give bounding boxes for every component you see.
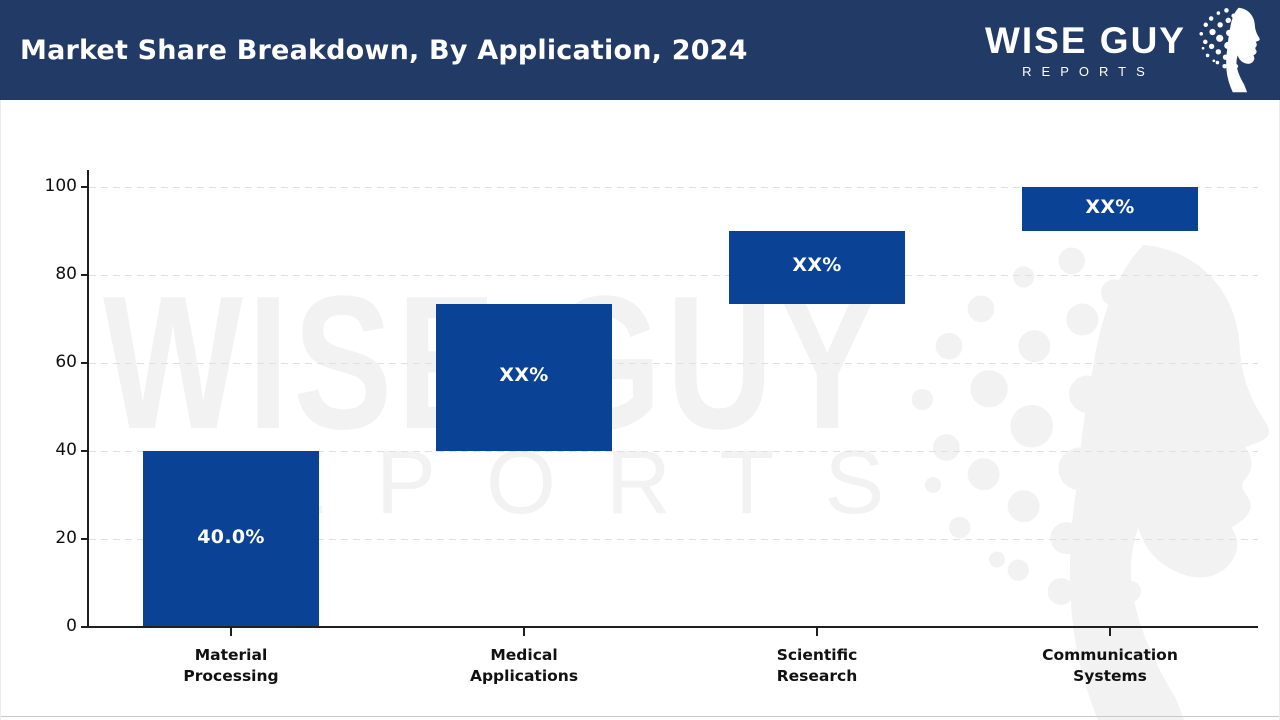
x-tick-communication-systems — [1109, 628, 1111, 636]
x-tick-material-processing — [230, 628, 232, 636]
bar-value-label-scientific-research: XX% — [792, 254, 842, 277]
y-tick-label-60: 60 — [55, 352, 77, 372]
gridline-40 — [89, 450, 1258, 452]
wiseguy-face-icon — [1199, 7, 1260, 93]
y-axis-line — [87, 170, 89, 628]
y-tick-label-80: 80 — [55, 264, 77, 284]
gridline-100 — [89, 186, 1258, 188]
bar-scientific-research: XX% — [729, 231, 905, 304]
x-tick-medical-applications — [523, 628, 525, 636]
y-tick-label-20: 20 — [55, 528, 77, 548]
y-tick-label-0: 0 — [66, 616, 77, 636]
x-axis-line — [86, 626, 1258, 628]
x-category-label-scientific-research: Scientific Research — [776, 646, 858, 686]
y-tick-label-40: 40 — [55, 440, 77, 460]
logo-text: WISE GUY REPORTS — [985, 22, 1186, 79]
chart-area: WISE GUY REPORTS 0 20 40 60 80 100 40.0% XX% XX%… — [0, 100, 1280, 720]
bar-value-label-material-processing: 40.0% — [197, 526, 265, 548]
page-title: Market Share Breakdown, By Application, … — [20, 34, 748, 66]
x-category-label-medical-applications: Medical Applications — [469, 646, 579, 686]
y-tick-label-100: 100 — [44, 176, 77, 196]
gridline-80 — [89, 274, 1258, 276]
gridline-60 — [89, 362, 1258, 364]
logo-wordmark: WISE GUY — [984, 19, 1186, 61]
y-tick-80 — [81, 274, 89, 276]
bar-value-label-medical-applications: XX% — [499, 364, 549, 387]
y-tick-0 — [81, 626, 89, 628]
bottom-border — [1, 716, 1279, 717]
logo-subtext: REPORTS — [1022, 63, 1155, 79]
x-category-label-communication-systems: Communication Systems — [1042, 646, 1178, 686]
y-tick-20 — [81, 538, 89, 540]
header-bar: Market Share Breakdown, By Application, … — [0, 0, 1280, 100]
x-category-label-material-processing: Material Processing — [183, 646, 279, 686]
gridline-20 — [89, 538, 1258, 540]
bar-medical-applications: XX% — [436, 303, 612, 451]
bar-communication-systems: XX% — [1022, 187, 1198, 231]
x-tick-scientific-research — [816, 628, 818, 636]
bar-value-label-communication-systems: XX% — [1085, 196, 1135, 218]
y-tick-100 — [81, 186, 89, 188]
wiseguy-reports-logo: WISE GUY REPORTS — [985, 5, 1262, 95]
y-tick-40 — [81, 450, 89, 452]
y-tick-60 — [81, 362, 89, 364]
bar-material-processing: 40.0% — [143, 451, 319, 627]
